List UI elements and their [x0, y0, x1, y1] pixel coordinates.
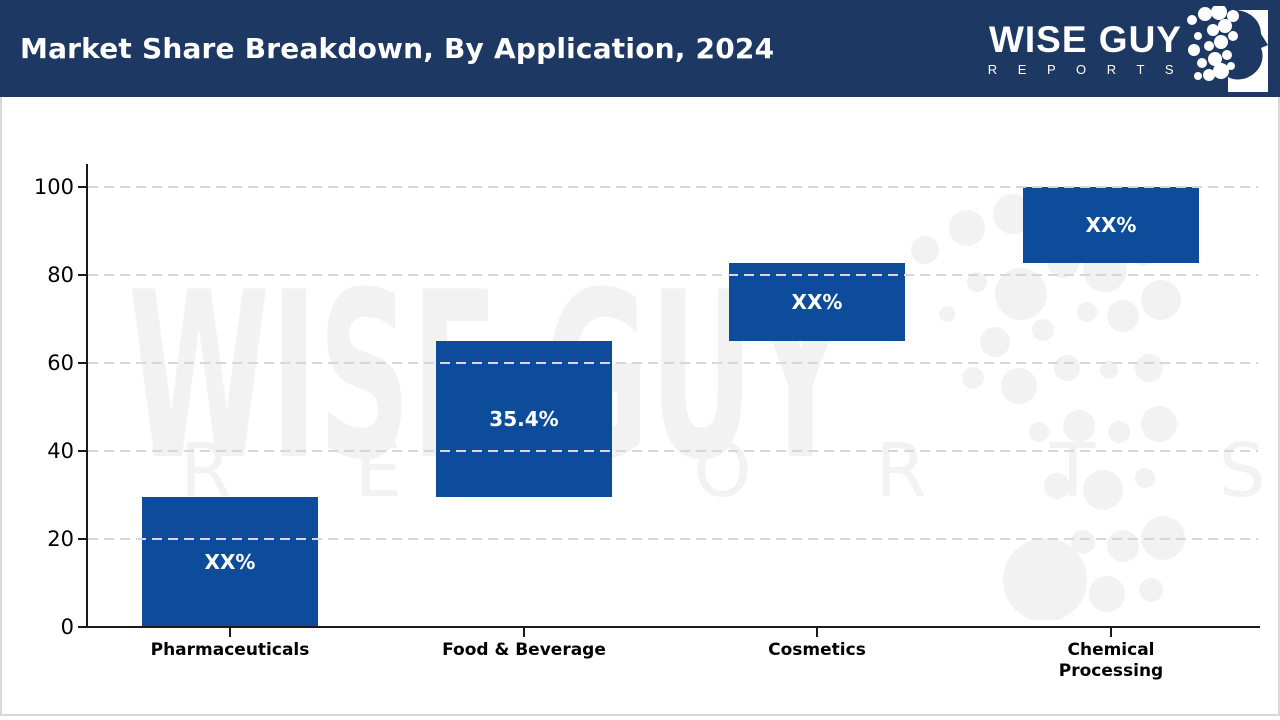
gridline [88, 186, 1258, 188]
y-tick-mark [78, 362, 87, 364]
page-title: Market Share Breakdown, By Application, … [20, 32, 775, 65]
x-category-label: Pharmaceuticals [150, 640, 310, 660]
x-axis-line [86, 626, 1260, 628]
y-tick-mark [78, 274, 87, 276]
wiseguy-face-icon [1187, 6, 1268, 92]
logo-tagline: R E P O R T S [987, 62, 1182, 77]
x-category-label: Cosmetics [768, 640, 866, 660]
y-tick-mark [78, 626, 87, 628]
y-tick-mark [78, 186, 87, 188]
x-tick-mark [523, 628, 525, 637]
x-category-label: Food & Beverage [442, 640, 606, 660]
page-border-right [1278, 97, 1280, 716]
page-border-bottom [0, 714, 1280, 716]
watermark-tagline-text: R E P O R T S [180, 428, 1280, 514]
bar-segment: XX% [142, 496, 318, 627]
x-tick-mark [229, 628, 231, 637]
y-axis-line [86, 164, 88, 628]
x-tick-mark [816, 628, 818, 637]
y-tick-label: 20 [47, 527, 74, 551]
header: Market Share Breakdown, By Application, … [0, 0, 1280, 97]
bar-value-label: 35.4% [489, 406, 559, 431]
gridline [88, 362, 1258, 364]
y-tick-label: 80 [47, 263, 74, 287]
bar-value-label: XX% [791, 290, 843, 315]
gridline [88, 538, 1258, 540]
gridline [88, 274, 1258, 276]
logo-brand-name: WISE GUY [988, 19, 1182, 60]
bar-segment: XX% [1023, 187, 1199, 264]
wiseguy-logo: WISE GUY R E P O R T S [988, 4, 1268, 94]
bar-value-label: XX% [204, 549, 256, 574]
bar-segment: 35.4% [436, 341, 612, 497]
x-category-label: Chemical Processing [1058, 640, 1164, 681]
y-tick-label: 60 [47, 351, 74, 375]
page-border-left [0, 97, 2, 716]
bar-value-label: XX% [1085, 213, 1137, 238]
y-tick-label: 100 [33, 175, 74, 199]
bar-segment: XX% [729, 263, 905, 341]
y-tick-mark [78, 538, 87, 540]
y-tick-label: 0 [60, 615, 74, 639]
gridline [88, 450, 1258, 452]
x-tick-mark [1110, 628, 1112, 637]
logo-text: WISE GUY R E P O R T S [988, 20, 1182, 78]
y-tick-mark [78, 450, 87, 452]
y-tick-label: 40 [47, 439, 74, 463]
